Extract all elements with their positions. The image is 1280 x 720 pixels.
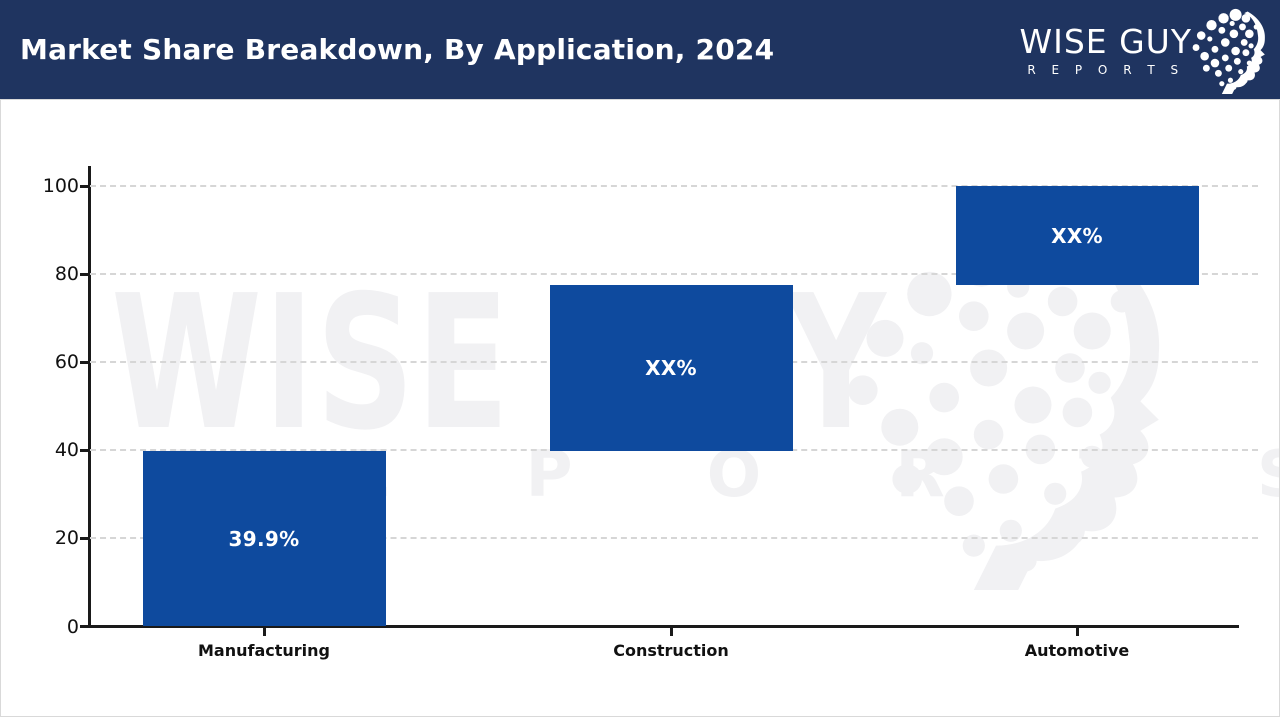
chart-panel: WISE GUY R E P O R T S 0 20 40 60 80 100 39.9%… <box>0 99 1280 717</box>
y-tick-40 <box>80 448 89 452</box>
y-tick-0 <box>80 625 89 628</box>
bar-manufacturing: 39.9% <box>142 450 386 627</box>
bar-value-label: 39.9% <box>228 526 300 551</box>
x-tick-automotive <box>1075 628 1079 636</box>
plot-area: 0 20 40 60 80 100 39.9% XX% XX% Manufacturing Cons… <box>1 100 1279 716</box>
logo-wordmark: WISE GUY <box>1019 22 1192 61</box>
y-tick-label: 60 <box>54 351 79 374</box>
bar-value-label: XX% <box>645 355 697 380</box>
x-category-label: Automotive <box>1024 641 1130 660</box>
x-category-label: Construction <box>613 641 729 660</box>
wise-guy-reports-logo: WISE GUY R E P O R T S <box>1019 4 1270 96</box>
y-tick-label: 40 <box>54 439 79 462</box>
y-tick-80 <box>80 272 89 276</box>
y-tick-100 <box>80 184 89 188</box>
logo-subtitle: R E P O R T S <box>1027 63 1185 77</box>
gridline-80 <box>90 273 1258 276</box>
x-axis-line <box>88 625 1239 628</box>
dotted-face-icon <box>1192 8 1265 94</box>
x-tick-construction <box>669 628 673 636</box>
chart-title: Market Share Breakdown, By Application, … <box>20 33 775 66</box>
header-bar: Market Share Breakdown, By Application, … <box>0 0 1280 99</box>
gridline-100 <box>90 185 1258 187</box>
x-category-label: Manufacturing <box>198 641 330 660</box>
gridline-20 <box>90 537 1258 540</box>
bar-value-label: XX% <box>1051 223 1103 248</box>
y-tick-label: 100 <box>42 175 79 197</box>
y-tick-label: 0 <box>66 615 79 638</box>
y-tick-label: 20 <box>54 527 79 550</box>
y-tick-label: 80 <box>54 263 79 286</box>
x-tick-manufacturing <box>262 628 266 636</box>
y-tick-60 <box>80 360 89 364</box>
logo-text: WISE GUY R E P O R T S <box>1019 22 1192 77</box>
bar-automotive: XX% <box>955 186 1199 286</box>
y-axis-line <box>88 166 91 628</box>
bar-construction: XX% <box>549 285 793 451</box>
y-tick-20 <box>80 536 89 540</box>
